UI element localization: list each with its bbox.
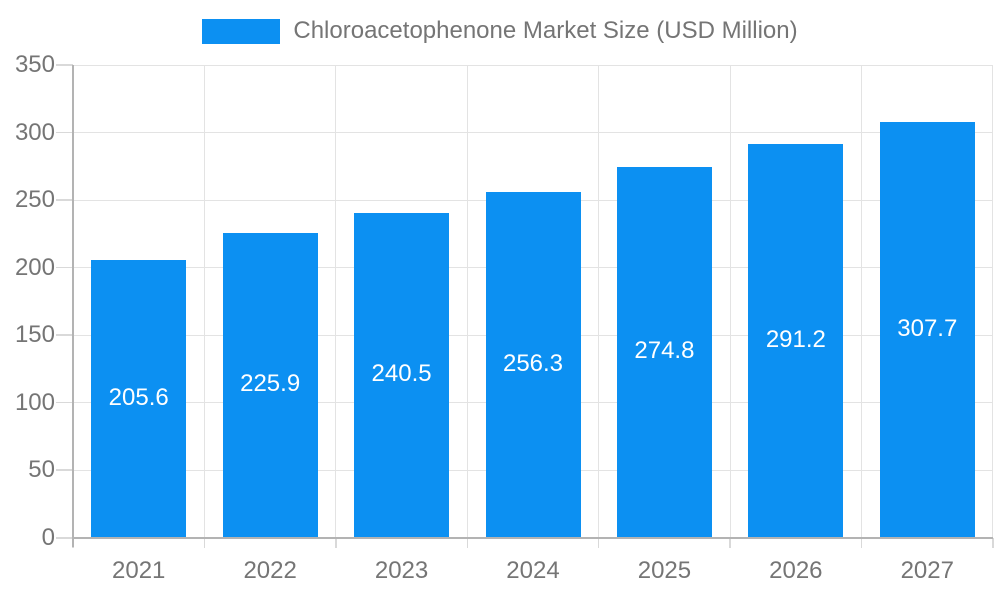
gridline-vertical — [335, 65, 337, 538]
bar — [748, 144, 844, 537]
bar-value-label: 291.2 — [765, 326, 826, 354]
x-axis-tick-label: 2025 — [637, 557, 692, 584]
x-axis-tick — [335, 538, 337, 548]
bar-value-label: 256.3 — [502, 349, 564, 377]
y-axis-tick — [56, 401, 73, 404]
x-axis-tick — [860, 538, 863, 548]
bar — [222, 232, 318, 537]
x-axis-line — [73, 537, 993, 539]
x-axis-tick-label: 2023 — [374, 557, 429, 584]
legend-swatch — [202, 18, 281, 44]
y-axis-tick-label: 200 — [14, 253, 55, 281]
gridline-vertical — [203, 65, 205, 538]
bar-value-label: 225.9 — [240, 370, 301, 398]
bar — [616, 166, 712, 537]
y-axis-tick-label: 50 — [28, 456, 55, 484]
bar — [485, 191, 581, 537]
y-axis-tick — [56, 334, 73, 336]
chart-legend[interactable]: Chloroacetophenone Market Size (USD Mill… — [0, 17, 1000, 45]
x-axis-tick — [203, 538, 206, 548]
gridline-vertical — [466, 65, 468, 538]
y-axis-tick-label: 150 — [14, 321, 55, 349]
x-axis-tick-label: 2026 — [769, 557, 823, 584]
x-axis-tick-label: 2024 — [506, 557, 560, 584]
x-axis-tick-label: 2022 — [243, 557, 297, 584]
gridline-horizontal — [73, 132, 993, 134]
y-axis-tick — [56, 266, 73, 269]
y-axis-tick-label: 250 — [14, 186, 55, 214]
y-axis-tick — [56, 64, 73, 66]
y-axis-tick — [56, 537, 73, 539]
gridline-vertical — [991, 65, 993, 538]
bar — [354, 212, 450, 537]
x-axis-tick-label: 2021 — [112, 557, 166, 584]
gridline-vertical — [598, 65, 600, 538]
bar-value-label: 274.8 — [634, 337, 695, 365]
bar-value-label: 205.6 — [108, 384, 169, 412]
y-axis-tick — [56, 131, 73, 134]
chart-title: Chloroacetophenone Market Size (USD Mill… — [293, 17, 798, 44]
gridline-vertical — [729, 65, 731, 538]
y-axis-tick — [56, 469, 73, 471]
bar — [91, 260, 187, 537]
y-axis-tick-label: 0 — [41, 524, 55, 551]
y-axis-tick-label: 100 — [14, 388, 55, 416]
y-axis-line — [72, 65, 74, 547]
bar — [879, 122, 975, 537]
gridline-horizontal — [73, 64, 993, 66]
x-axis-tick — [992, 538, 994, 548]
y-axis-tick-label: 300 — [14, 118, 55, 146]
x-axis-tick-label: 2027 — [900, 557, 954, 584]
x-axis-tick — [466, 538, 469, 548]
y-axis-tick — [56, 199, 73, 201]
x-axis-tick — [729, 538, 731, 548]
gridline-vertical — [861, 65, 863, 538]
bar-value-label: 307.7 — [897, 315, 958, 343]
x-axis-tick — [597, 538, 600, 548]
bar-value-label: 240.5 — [371, 360, 432, 388]
y-axis-tick-label: 350 — [14, 51, 55, 78]
